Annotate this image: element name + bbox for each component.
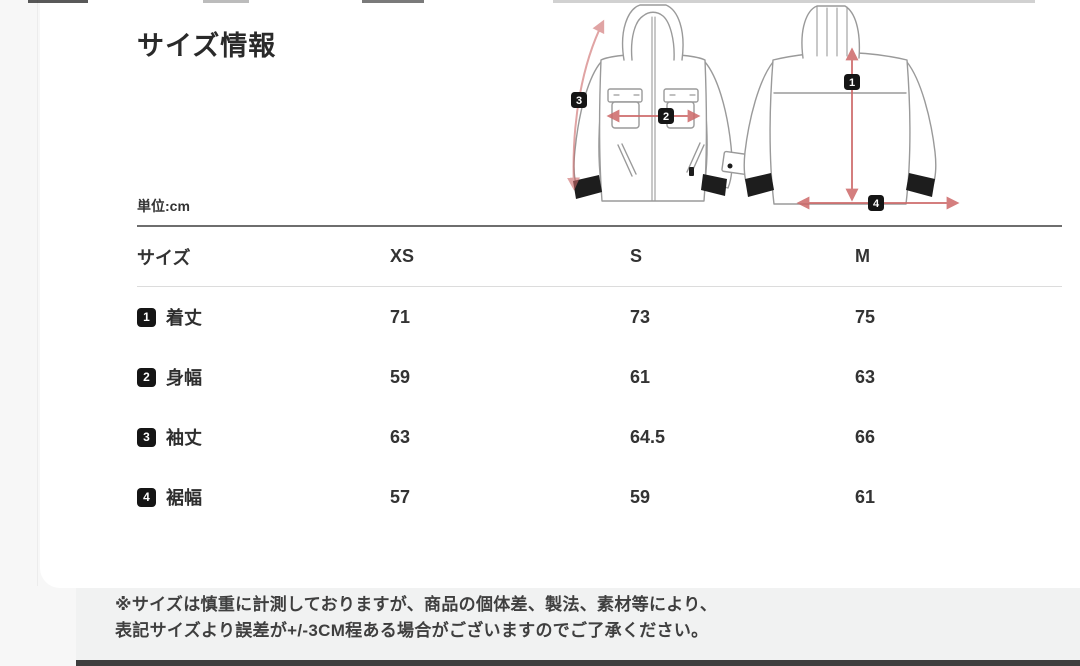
jacket-measure-diagram: 3 2 1 4 [567, 4, 960, 211]
row-2-label-text: 身幅 [166, 368, 202, 388]
jacket-back-view [743, 5, 937, 205]
table-row-hem-width: 4 裾幅 57 59 61 [137, 467, 1062, 527]
measure-badge-body-length: 1 [844, 74, 860, 90]
header-s: S [630, 246, 643, 266]
left-divider [37, 0, 38, 586]
size-disclaimer-note: ※サイズは慎重に計測しておりますが、商品の個体差、製法、素材等により、 表記サイ… [115, 592, 717, 644]
row-3-label-text: 袖丈 [166, 428, 202, 448]
jacket-front-view [573, 4, 751, 202]
value-m: 61 [855, 486, 876, 507]
note-line-1: ※サイズは慎重に計測しておりますが、商品の個体差、製法、素材等により、 [115, 595, 718, 614]
value-m: 63 [855, 366, 876, 387]
page-title: サイズ情報 [137, 31, 277, 61]
measure-badge-sleeve-length: 3 [571, 92, 587, 108]
header-size: サイズ [137, 247, 191, 268]
top-edge-artifact [28, 0, 88, 3]
row-label: 4 裾幅 [137, 484, 390, 510]
value-xs: 63 [390, 426, 411, 447]
value-xs: 57 [390, 486, 411, 507]
value-s: 73 [630, 306, 651, 327]
row-1-label-text: 着丈 [166, 308, 202, 328]
size-table: サイズ XS S M 1 着丈 71 73 75 2 身幅 59 61 63 [137, 225, 1062, 527]
unit-label: 単位:cm [137, 198, 190, 214]
badge-4-number: 4 [873, 198, 880, 210]
table-header-row: サイズ XS S M [137, 227, 1062, 287]
note-line-2: 表記サイズより誤差が+/-3CM程ある場合がございますのでご了承ください。 [115, 621, 709, 640]
top-edge-artifact [203, 0, 249, 3]
measure-badge-hem-width: 4 [868, 195, 884, 211]
value-xs: 71 [390, 306, 411, 327]
row-label: 3 袖丈 [137, 424, 390, 450]
value-s: 61 [630, 366, 651, 387]
value-m: 75 [855, 306, 876, 327]
row-4-label-text: 裾幅 [166, 488, 202, 508]
value-s: 59 [630, 486, 651, 507]
row-1-badge: 1 [137, 307, 156, 327]
header-xs: XS [390, 246, 415, 266]
badge-1-number: 1 [849, 77, 855, 89]
row-label: 1 着丈 [137, 304, 390, 330]
jacket-back-cuffs [745, 173, 935, 197]
top-edge-artifact [362, 0, 424, 3]
header-m: M [855, 246, 870, 266]
row-3-badge: 3 [137, 427, 156, 447]
top-edge-artifact [553, 0, 1035, 3]
value-m: 66 [855, 426, 876, 447]
table-row-sleeve-length: 3 袖丈 63 64.5 66 [137, 407, 1062, 467]
row-4-badge: 4 [137, 487, 156, 507]
badge-3-number: 3 [576, 95, 582, 107]
measure-badge-body-width: 2 [658, 108, 674, 124]
row-label: 2 身幅 [137, 364, 390, 390]
table-row-body-length: 1 着丈 71 73 75 [137, 287, 1062, 347]
value-s: 64.5 [630, 426, 666, 447]
row-2-badge: 2 [137, 367, 156, 387]
badge-2-number: 2 [663, 111, 669, 123]
table-row-body-width: 2 身幅 59 61 63 [137, 347, 1062, 407]
bottom-separator-bar [76, 660, 1080, 666]
value-xs: 59 [390, 366, 411, 387]
